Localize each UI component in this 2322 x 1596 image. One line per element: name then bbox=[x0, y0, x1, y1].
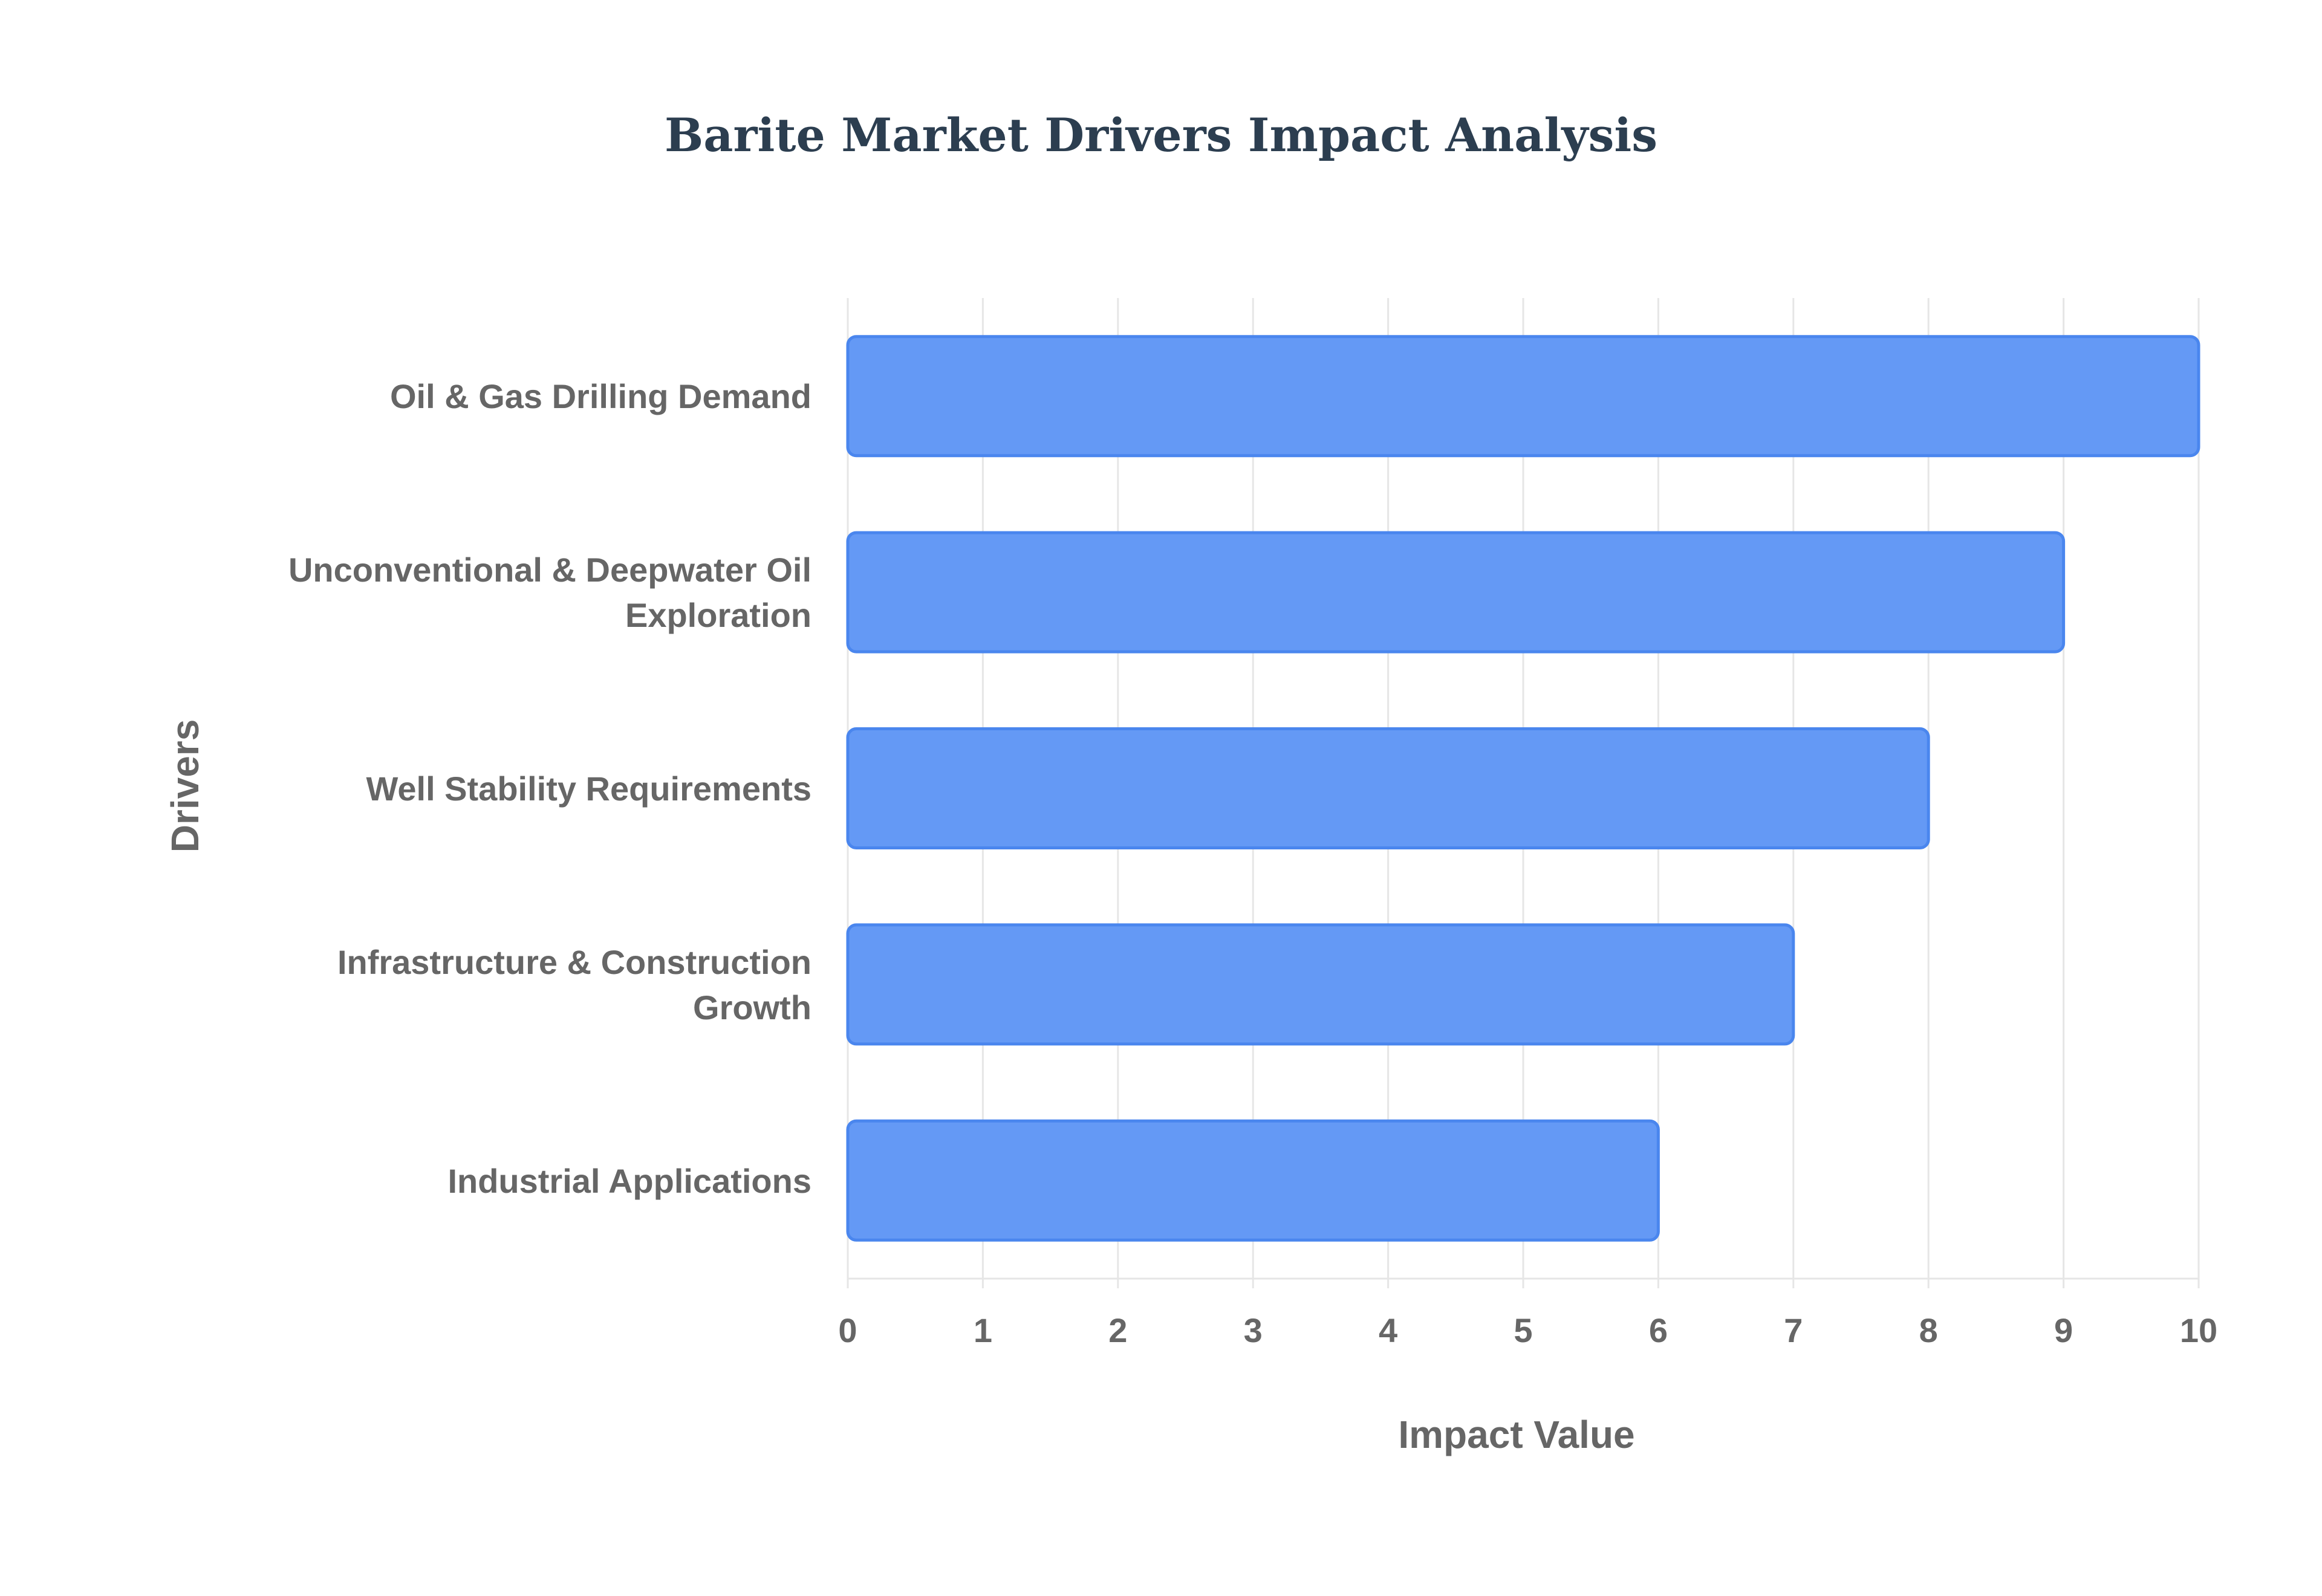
x-tick-label: 0 bbox=[838, 1311, 857, 1349]
x-tick-label: 6 bbox=[1649, 1311, 1668, 1349]
x-tick-label: 9 bbox=[2054, 1311, 2073, 1349]
y-category-label: Industrial Applications bbox=[447, 1162, 811, 1200]
category-labels: Oil & Gas Drilling Demand Unconventional … bbox=[288, 377, 811, 1200]
x-tick-label: 3 bbox=[1244, 1311, 1263, 1349]
x-tick-label: 2 bbox=[1108, 1311, 1127, 1349]
bar[interactable] bbox=[846, 727, 1930, 849]
x-tick-label: 1 bbox=[974, 1311, 992, 1349]
bar[interactable] bbox=[846, 923, 1795, 1046]
bars bbox=[846, 335, 2200, 1242]
bar[interactable] bbox=[846, 1119, 1660, 1242]
y-category-label: Infrastructure & Construction Growth bbox=[337, 943, 811, 1027]
x-tick-label: 5 bbox=[1514, 1311, 1532, 1349]
x-tick-label: 7 bbox=[1784, 1311, 1803, 1349]
y-category-label: Unconventional & Deepwater Oil Exploratio… bbox=[288, 551, 811, 634]
x-tick-label: 8 bbox=[1919, 1311, 1938, 1349]
y-category-label: Oil & Gas Drilling Demand bbox=[390, 377, 811, 415]
y-category-label: Well Stability Requirements bbox=[366, 770, 811, 808]
chart-title: Barite Market Drivers Impact Analysis bbox=[665, 108, 1657, 162]
bar[interactable] bbox=[846, 335, 2200, 458]
x-tick-label: 4 bbox=[1379, 1311, 1397, 1349]
x-axis-title: Impact Value bbox=[1398, 1413, 1634, 1456]
y-axis-title: Drivers bbox=[163, 719, 207, 853]
x-tick-label: 10 bbox=[2180, 1311, 2217, 1349]
x-tick-labels: 0 1 2 3 4 5 6 7 8 9 10 bbox=[838, 1311, 2217, 1349]
bar[interactable] bbox=[846, 531, 2066, 654]
